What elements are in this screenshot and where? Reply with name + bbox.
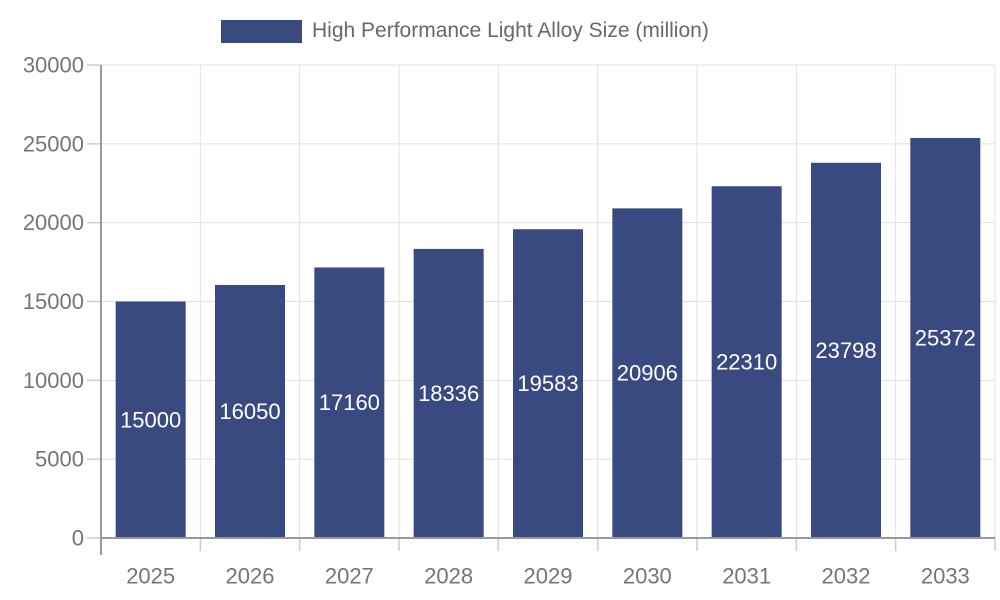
bar-value-label-2030: 20906 (617, 361, 678, 386)
x-tick-label-2033: 2033 (921, 564, 970, 589)
x-tick-label-2027: 2027 (325, 564, 374, 589)
bar-value-label-2033: 25372 (915, 325, 976, 350)
x-tick-label-2028: 2028 (424, 564, 473, 589)
bar-2033[interactable] (910, 137, 981, 538)
bar-2030[interactable] (612, 208, 683, 538)
bar-2031[interactable] (711, 186, 782, 538)
y-tick-label: 5000 (35, 447, 84, 472)
bar-2028[interactable] (413, 248, 484, 538)
bar-value-label-2025: 15000 (120, 407, 181, 432)
bar-value-label-2031: 22310 (716, 350, 777, 375)
y-tick-label: 25000 (23, 131, 84, 156)
bar-2027[interactable] (314, 267, 385, 538)
bar-2032[interactable] (811, 162, 881, 539)
x-tick-label-2031: 2031 (722, 564, 771, 589)
x-tick-label-2032: 2032 (822, 564, 871, 589)
y-tick-label: 0 (72, 526, 84, 551)
bar-value-label-2027: 17160 (319, 390, 380, 415)
x-tick-label-2030: 2030 (623, 564, 672, 589)
legend-item[interactable]: High Performance Light Alloy Size (milli… (221, 19, 709, 43)
x-tick-label-2029: 2029 (524, 564, 573, 589)
bar-value-label-2028: 18336 (418, 381, 479, 406)
x-tick-label-2026: 2026 (226, 564, 275, 589)
y-tick-label: 20000 (23, 210, 84, 235)
bar-value-label-2032: 23798 (815, 338, 876, 363)
y-tick-label: 15000 (23, 289, 84, 314)
bar-value-label-2029: 19583 (517, 371, 578, 396)
bar-2026[interactable] (215, 284, 285, 538)
bar-2029[interactable] (513, 229, 583, 538)
x-tick-label-2025: 2025 (126, 564, 175, 589)
legend-label: High Performance Light Alloy Size (milli… (312, 19, 709, 42)
y-tick-label: 10000 (23, 368, 84, 393)
legend-swatch (221, 19, 302, 43)
bar-value-label-2026: 16050 (219, 399, 280, 424)
bar-2025[interactable] (115, 301, 186, 539)
y-tick-label: 30000 (23, 53, 84, 78)
